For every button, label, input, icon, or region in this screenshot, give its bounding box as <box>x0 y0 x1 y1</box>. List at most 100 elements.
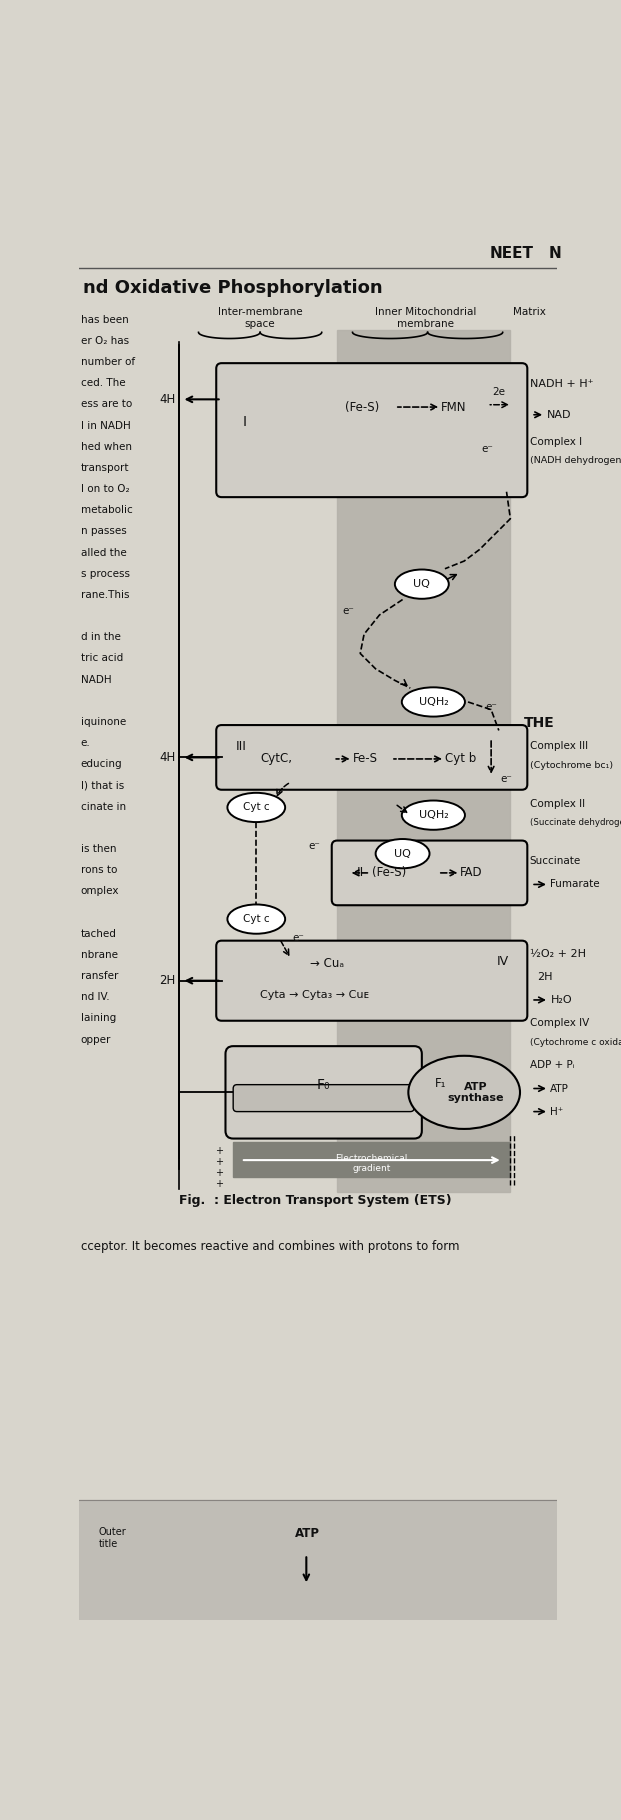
Text: CytC,: CytC, <box>260 752 292 766</box>
Text: (Fe-S): (Fe-S) <box>372 866 406 879</box>
Text: ATP: ATP <box>550 1083 569 1094</box>
Text: Matrix: Matrix <box>513 308 546 317</box>
Text: e⁻: e⁻ <box>343 606 355 617</box>
Text: l in NADH: l in NADH <box>81 420 130 431</box>
Text: III: III <box>235 739 247 753</box>
Text: UQH₂: UQH₂ <box>419 810 448 821</box>
Text: ess are to: ess are to <box>81 399 132 410</box>
Text: laining: laining <box>81 1014 116 1023</box>
Text: F₁: F₁ <box>435 1077 447 1090</box>
Ellipse shape <box>402 688 465 717</box>
Text: (Cytochrome bc₁): (Cytochrome bc₁) <box>530 761 613 770</box>
Text: e⁻: e⁻ <box>308 841 320 852</box>
Text: F₀: F₀ <box>317 1077 330 1092</box>
Text: NADH + H⁺: NADH + H⁺ <box>530 379 593 389</box>
Text: s process: s process <box>81 570 130 579</box>
Text: H₂O: H₂O <box>550 996 572 1005</box>
Text: UQ: UQ <box>394 848 411 859</box>
Text: educing: educing <box>81 759 122 770</box>
Text: → Cuₐ: → Cuₐ <box>310 957 344 970</box>
Text: Complex II: Complex II <box>530 799 585 808</box>
Text: transport: transport <box>81 462 129 473</box>
Text: H⁺: H⁺ <box>550 1107 564 1117</box>
Text: Fe-S: Fe-S <box>353 752 378 766</box>
Bar <box>233 1143 510 1178</box>
Text: 4H: 4H <box>159 393 175 406</box>
Text: 2H: 2H <box>537 972 553 981</box>
Text: tached: tached <box>81 928 117 939</box>
Text: e.: e. <box>81 739 91 748</box>
Text: (Succinate dehydrogenase): (Succinate dehydrogenase) <box>530 819 621 828</box>
Text: II: II <box>356 866 364 879</box>
Ellipse shape <box>227 905 285 934</box>
Text: cceptor. It becomes reactive and combines with protons to form: cceptor. It becomes reactive and combine… <box>81 1239 459 1252</box>
Ellipse shape <box>395 570 449 599</box>
Text: l) that is: l) that is <box>81 781 124 790</box>
Text: nd Oxidative Phosphorylation: nd Oxidative Phosphorylation <box>83 278 383 297</box>
Text: NADH: NADH <box>81 675 111 684</box>
Text: ransfer: ransfer <box>81 972 118 981</box>
Text: number of: number of <box>81 357 135 368</box>
Text: ADP + Pᵢ: ADP + Pᵢ <box>530 1061 574 1070</box>
Text: (NADH dehydrogenase): (NADH dehydrogenase) <box>530 457 621 466</box>
Text: has been: has been <box>81 315 129 324</box>
Text: rons to: rons to <box>81 864 117 875</box>
Text: Complex I: Complex I <box>530 437 582 446</box>
Ellipse shape <box>376 839 430 868</box>
Text: e⁻: e⁻ <box>485 703 497 712</box>
Text: rane.This: rane.This <box>81 590 129 601</box>
Ellipse shape <box>409 1056 520 1128</box>
Text: ATP: ATP <box>295 1527 320 1540</box>
Text: hed when: hed when <box>81 442 132 451</box>
FancyBboxPatch shape <box>216 724 527 790</box>
FancyBboxPatch shape <box>332 841 527 905</box>
Text: is then: is then <box>81 844 116 854</box>
Text: Complex IV: Complex IV <box>530 1017 589 1028</box>
Text: Cyt c: Cyt c <box>243 914 270 925</box>
Text: Outer
title: Outer title <box>98 1527 126 1549</box>
Bar <box>79 1500 558 1620</box>
Text: Cyt b: Cyt b <box>445 752 476 766</box>
Text: omplex: omplex <box>81 886 119 897</box>
Text: THE: THE <box>524 715 555 730</box>
FancyBboxPatch shape <box>216 364 527 497</box>
Text: UQ: UQ <box>414 579 430 590</box>
Text: l on to O₂: l on to O₂ <box>81 484 129 493</box>
Text: iquinone: iquinone <box>81 717 126 726</box>
Text: IV: IV <box>497 956 509 968</box>
Ellipse shape <box>227 794 285 823</box>
Text: (Cytochrome c oxidase): (Cytochrome c oxidase) <box>530 1037 621 1046</box>
Text: nd IV.: nd IV. <box>81 992 109 1003</box>
Text: ½O₂ + 2H: ½O₂ + 2H <box>530 948 586 959</box>
Text: opper: opper <box>81 1034 111 1045</box>
Text: cinate in: cinate in <box>81 801 126 812</box>
Text: FAD: FAD <box>460 866 483 879</box>
Text: 2H: 2H <box>159 974 175 986</box>
Ellipse shape <box>402 801 465 830</box>
FancyBboxPatch shape <box>216 941 527 1021</box>
FancyBboxPatch shape <box>83 217 553 269</box>
Bar <box>337 329 510 1192</box>
Text: Complex III: Complex III <box>530 741 587 752</box>
Text: 2e: 2e <box>492 388 505 397</box>
Text: Inner Mitochondrial
membrane: Inner Mitochondrial membrane <box>375 308 476 329</box>
Text: er O₂ has: er O₂ has <box>81 337 129 346</box>
Text: n passes: n passes <box>81 526 127 537</box>
Text: Cyta → Cyta₃ → Cuᴇ: Cyta → Cyta₃ → Cuᴇ <box>260 990 369 999</box>
FancyBboxPatch shape <box>225 1046 422 1139</box>
Text: FMN: FMN <box>441 400 466 413</box>
Text: 4H: 4H <box>159 752 175 764</box>
Text: nbrane: nbrane <box>81 950 118 959</box>
Text: d in the: d in the <box>81 632 120 642</box>
Text: NEET: NEET <box>489 246 533 260</box>
Text: N: N <box>549 246 561 260</box>
FancyBboxPatch shape <box>233 1085 414 1112</box>
Text: Fig.  : Electron Transport System (ETS): Fig. : Electron Transport System (ETS) <box>179 1194 452 1207</box>
Text: (Fe-S): (Fe-S) <box>345 400 379 413</box>
Text: e⁻: e⁻ <box>501 774 512 784</box>
Text: Fumarate: Fumarate <box>550 879 600 890</box>
Text: tric acid: tric acid <box>81 653 123 664</box>
Text: e⁻: e⁻ <box>292 934 304 943</box>
Text: Cyt c: Cyt c <box>243 803 270 812</box>
Text: ATP
synthase: ATP synthase <box>448 1081 504 1103</box>
